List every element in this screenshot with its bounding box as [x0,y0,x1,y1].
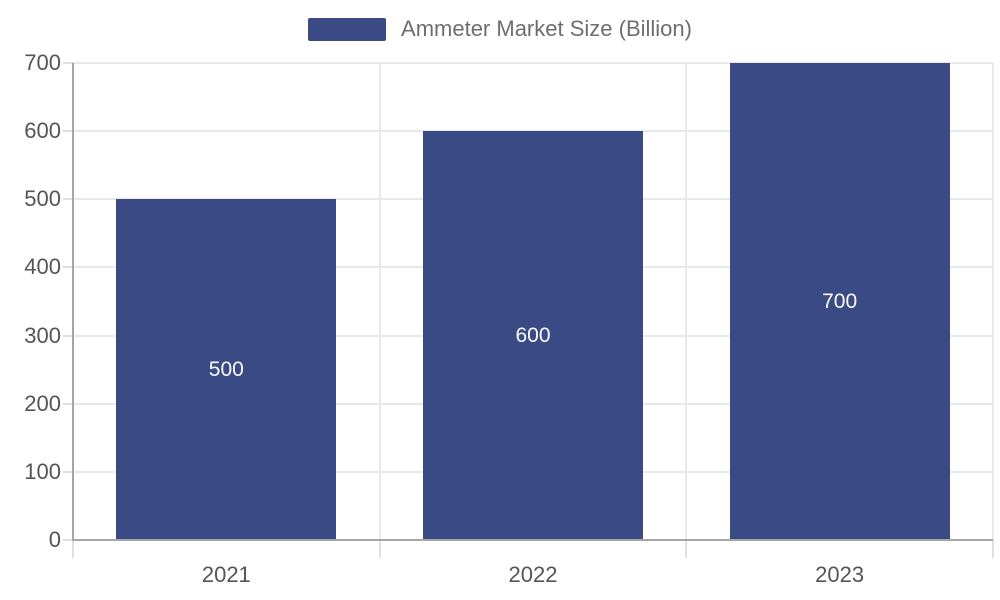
legend-label: Ammeter Market Size (Billion) [401,16,692,41]
y-tick-600 [63,130,73,133]
bar-2022[interactable]: 600 [423,131,643,540]
y-tick-700 [63,62,73,64]
y-axis-line [72,63,74,541]
x-boundary-tick-2 [685,540,688,558]
v-gridline-3 [992,63,994,540]
y-tick-label-600: 600 [24,118,61,144]
bar-2023[interactable]: 700 [729,63,950,540]
legend[interactable]: Ammeter Market Size (Billion) [0,16,1000,42]
v-gridline-2 [685,63,688,540]
y-tick-label-500: 500 [24,186,61,212]
y-tick-0 [63,539,73,541]
x-tick-label-2021: 2021 [201,562,251,587]
y-tick-100 [63,470,73,473]
y-tick-label-700: 700 [24,50,61,75]
y-tick-label-100: 100 [24,458,61,484]
legend-swatch [308,17,387,41]
y-tick-400 [63,266,73,269]
x-boundary-tick-1 [378,540,381,558]
y-tick-label-0: 0 [48,527,61,552]
bar-value-label-2021: 500 [208,357,244,381]
y-tick-label-200: 200 [24,390,61,416]
v-gridline-1 [378,63,381,540]
h-gridline-700 [73,62,993,64]
bar-2021[interactable]: 500 [116,199,337,540]
x-boundary-tick-0 [72,540,74,558]
y-tick-300 [63,334,73,337]
y-tick-label-400: 400 [24,254,61,280]
x-boundary-tick-3 [992,540,994,558]
x-tick-label-2022: 2022 [508,562,558,587]
y-tick-label-300: 300 [24,322,61,348]
bar-value-label-2022: 600 [515,323,551,347]
bar-value-label-2023: 700 [822,289,858,313]
x-tick-label-2023: 2023 [815,562,865,587]
y-tick-200 [63,402,73,405]
y-tick-500 [63,198,73,201]
x-axis-line [73,539,993,541]
